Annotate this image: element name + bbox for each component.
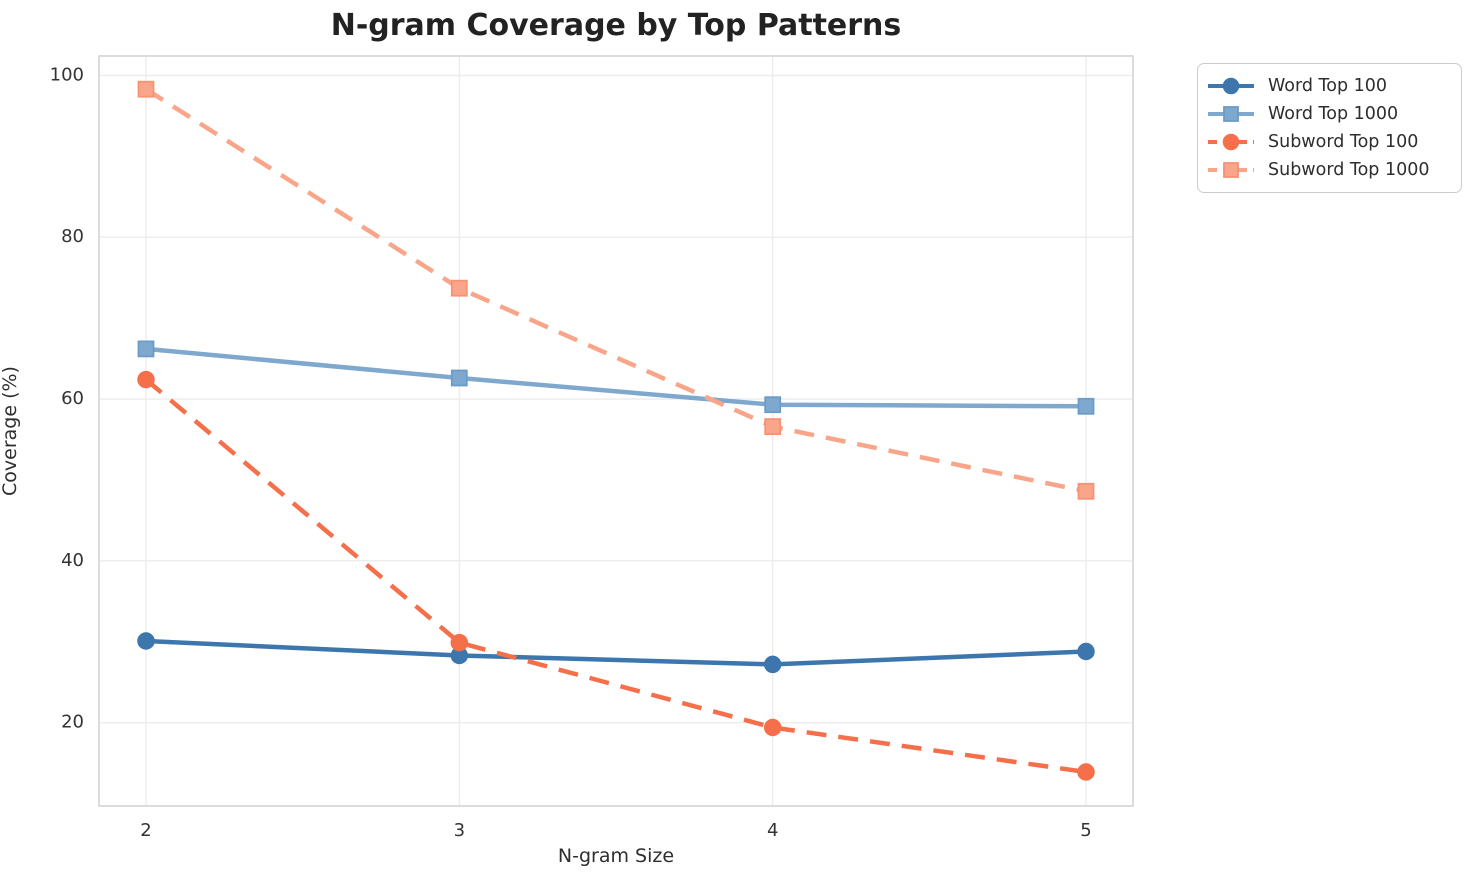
legend-marker-icon [1222,77,1240,95]
series-word-top-1000 [137,340,1095,415]
data-point-marker [1077,482,1095,500]
x-tick-label: 5 [1080,820,1091,841]
data-point-marker [1077,397,1095,415]
data-point-marker [764,396,782,414]
chart-title: N-gram Coverage by Top Patterns [330,8,902,43]
series-subword-top-100 [137,370,1095,781]
x-tick-labels: 2 3 4 5 [140,820,1091,841]
data-point-marker [763,718,782,737]
x-tick-label: 2 [140,820,151,841]
data-point-marker [764,418,782,436]
legend-item: Subword Top 100 [1206,128,1451,156]
series-line [145,638,1087,667]
legend-item-label: Subword Top 100 [1268,132,1419,152]
x-tick-label: 3 [454,820,465,841]
data-point-marker [450,633,469,652]
legend-marker-icon [1222,133,1240,151]
legend-swatch [1208,106,1254,122]
legend-swatch [1208,162,1254,178]
data-point-marker [137,80,155,98]
legend-item-label: Word Top 1000 [1268,104,1399,124]
legend-item-label: Word Top 100 [1268,76,1388,96]
legend-swatch [1208,77,1254,95]
data-point-marker [450,369,468,387]
series-line [145,346,1087,409]
series-line [144,377,1087,775]
series-subword-top-1000 [137,80,1095,500]
series-line [144,87,1087,494]
legend-item: Subword Top 1000 [1206,156,1451,184]
y-tick-label: 80 [61,226,84,247]
legend-item-label: Subword Top 1000 [1268,160,1430,180]
data-point-marker [137,370,155,389]
plot-frame [98,55,1134,807]
y-tick-label: 20 [61,712,84,733]
y-tick-labels: 20 40 60 80 100 [50,64,84,732]
series-word-top-100 [137,632,1095,674]
data-point-marker [450,279,468,297]
legend-marker-icon [1223,162,1239,178]
data-point-marker [763,655,782,674]
y-tick-label: 60 [61,388,84,409]
gridlines [99,56,1133,806]
legend-swatch [1208,133,1254,151]
data-point-marker [137,632,155,650]
data-point-marker [137,340,155,358]
legend-marker-icon [1223,106,1239,122]
x-axis-label: N-gram Size [557,845,675,867]
y-tick-label: 40 [61,550,84,571]
data-point-marker [1077,763,1095,781]
y-tick-label: 100 [50,64,84,85]
legend-item: Word Top 100 [1206,72,1451,100]
data-point-marker [1077,642,1095,661]
y-axis-label: Coverage (%) [0,366,21,496]
legend-box: Word Top 100 Word Top 1000 Subword Top 100… [1197,63,1462,193]
x-tick-label: 4 [767,820,778,841]
legend-item: Word Top 1000 [1206,100,1451,128]
